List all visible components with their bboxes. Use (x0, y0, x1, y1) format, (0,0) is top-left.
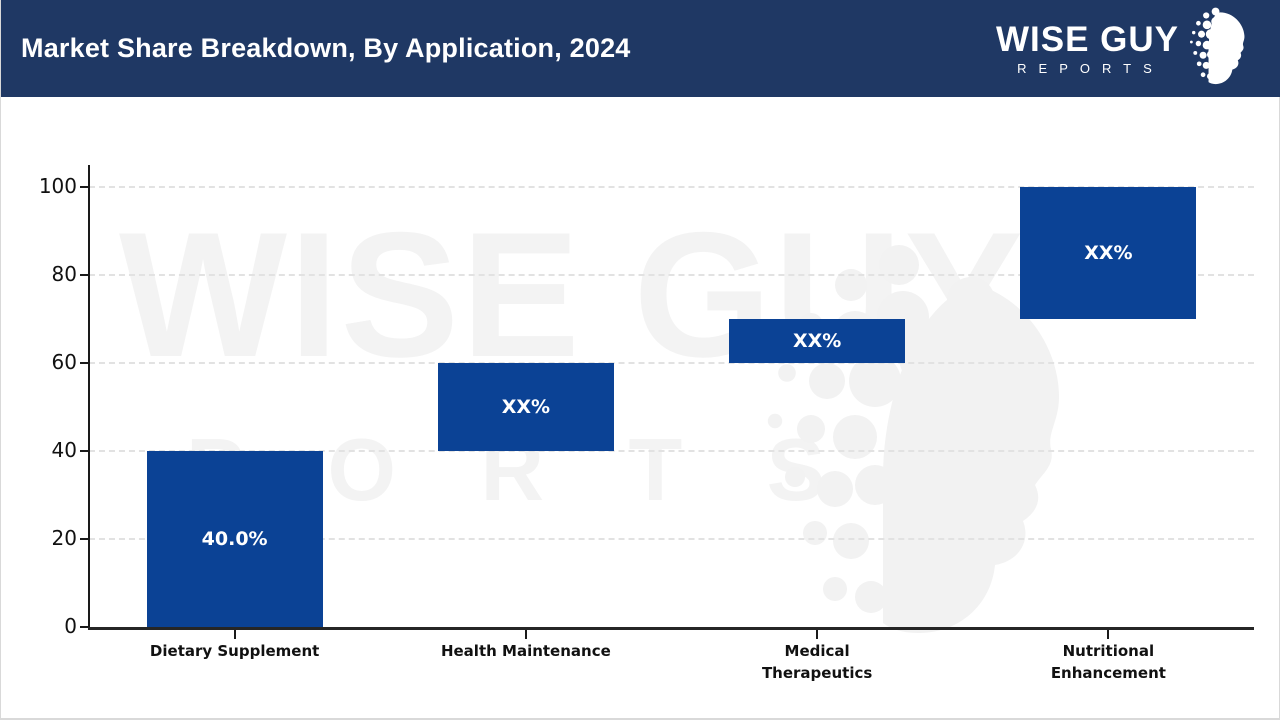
bar-value-label: 40.0% (201, 528, 268, 550)
header-bar: Market Share Breakdown, By Application, … (1, 0, 1280, 97)
gridline-60 (89, 362, 1254, 364)
bar-medical-therapeutics: XX% (729, 319, 906, 363)
y-tick-mark (80, 186, 88, 188)
page-title: Market Share Breakdown, By Application, … (21, 33, 631, 63)
x-tick-mark (816, 630, 819, 639)
bar-health-maintenance: XX% (437, 363, 614, 451)
x-tick-mark (233, 630, 236, 639)
y-tick-label: 20 (51, 526, 77, 550)
bar-dietary-supplement: 40.0% (146, 451, 323, 627)
x-category-label: Nutritional Enhancement (1050, 642, 1166, 682)
x-category-label: Medical Therapeutics (761, 642, 873, 682)
gridline-40 (89, 450, 1254, 452)
gridline-20 (89, 538, 1254, 540)
bar-value-label: XX% (792, 330, 842, 352)
y-tick-mark (80, 626, 88, 628)
logo-wordmark-line1: WISE GUY (995, 19, 1179, 59)
logo-wordmark-line2: REPORTS (1017, 60, 1164, 76)
logo-face-icon (1189, 7, 1245, 84)
x-category-label: Health Maintenance (440, 642, 611, 660)
x-axis-line (88, 627, 1254, 630)
y-tick-label: 80 (51, 262, 77, 286)
y-tick-label: 0 (64, 614, 77, 638)
x-tick-mark (1107, 630, 1110, 639)
brand-logo: WISE GUY REPORTS (996, 6, 1253, 92)
x-category-label: Dietary Supplement (149, 642, 320, 660)
x-tick-mark (524, 630, 527, 639)
bar-nutritional-enhancement: XX% (1020, 187, 1197, 319)
y-tick-label: 60 (51, 350, 77, 374)
y-tick-label: 40 (51, 438, 77, 462)
bar-value-label: XX% (1084, 242, 1133, 264)
y-tick-label: 100 (38, 174, 77, 198)
chart-area: WISE GUY P O R T S 0 20 40 60 80 100 40.0% Diet… (1, 97, 1280, 720)
gridline-100 (89, 186, 1254, 188)
bar-value-label: XX% (501, 396, 551, 418)
y-tick-mark (80, 538, 88, 540)
y-tick-mark (80, 274, 88, 276)
y-tick-mark (80, 450, 88, 452)
gridline-80 (89, 274, 1254, 276)
y-axis-line (88, 165, 90, 630)
y-tick-mark (80, 362, 88, 364)
logo-wordmark: WISE GUY REPORTS (996, 22, 1179, 76)
